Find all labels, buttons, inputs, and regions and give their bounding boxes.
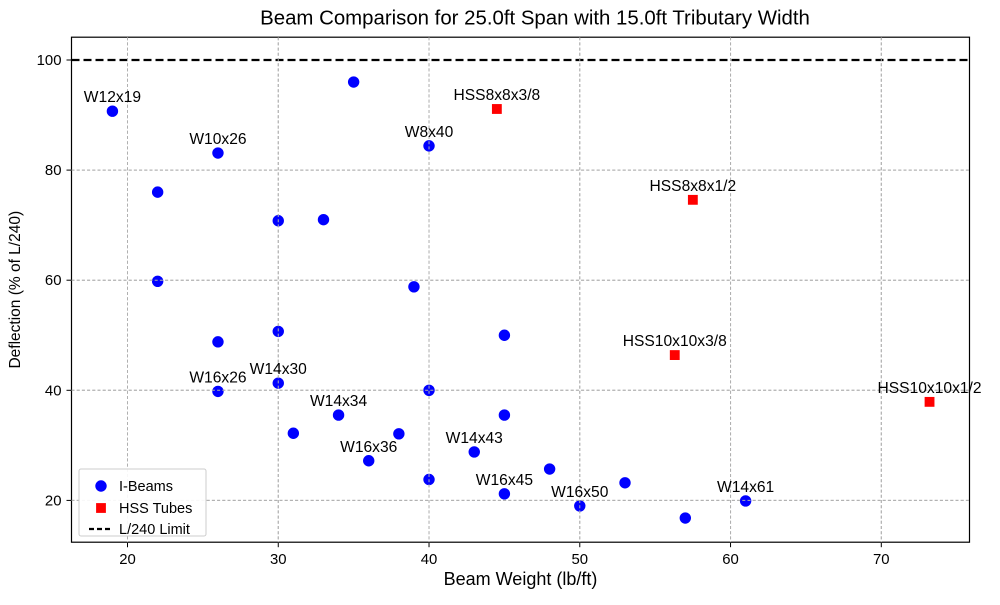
svg-text:W8x40: W8x40 (405, 124, 454, 141)
svg-text:W14x30: W14x30 (250, 361, 308, 378)
svg-text:W16x45: W16x45 (476, 472, 534, 489)
svg-text:HSS8x8x1/2: HSS8x8x1/2 (650, 178, 737, 195)
svg-text:HSS8x8x3/8: HSS8x8x3/8 (454, 87, 541, 104)
svg-text:Beam Weight (lb/ft): Beam Weight (lb/ft) (444, 569, 598, 589)
svg-text:W14x43: W14x43 (446, 430, 503, 447)
svg-text:W16x26: W16x26 (189, 369, 246, 386)
svg-text:W12x19: W12x19 (84, 89, 141, 106)
svg-text:I-Beams: I-Beams (119, 479, 173, 495)
svg-text:HSS10x10x3/8: HSS10x10x3/8 (623, 333, 727, 350)
svg-text:60: 60 (722, 552, 739, 568)
svg-text:20: 20 (119, 552, 136, 568)
svg-text:20: 20 (45, 493, 62, 509)
svg-text:W14x61: W14x61 (717, 479, 774, 496)
svg-text:L/240 Limit: L/240 Limit (119, 522, 190, 538)
svg-text:W16x50: W16x50 (551, 484, 609, 501)
svg-text:50: 50 (571, 552, 588, 568)
svg-text:W16x36: W16x36 (340, 439, 397, 456)
svg-text:70: 70 (873, 552, 890, 568)
svg-text:HSS Tubes: HSS Tubes (119, 501, 192, 517)
svg-text:W10x26: W10x26 (189, 131, 246, 148)
svg-text:W14x34: W14x34 (310, 393, 368, 410)
svg-text:40: 40 (421, 552, 438, 568)
svg-text:60: 60 (45, 273, 62, 289)
svg-text:30: 30 (270, 552, 287, 568)
svg-text:100: 100 (37, 53, 62, 69)
svg-text:Deflection (% of L/240): Deflection (% of L/240) (7, 211, 24, 369)
svg-text:40: 40 (45, 383, 62, 399)
svg-text:80: 80 (45, 163, 62, 179)
svg-text:Beam Comparison for 25.0ft Spa: Beam Comparison for 25.0ft Span with 15.… (260, 8, 810, 30)
svg-text:HSS10x10x1/2: HSS10x10x1/2 (878, 380, 982, 397)
